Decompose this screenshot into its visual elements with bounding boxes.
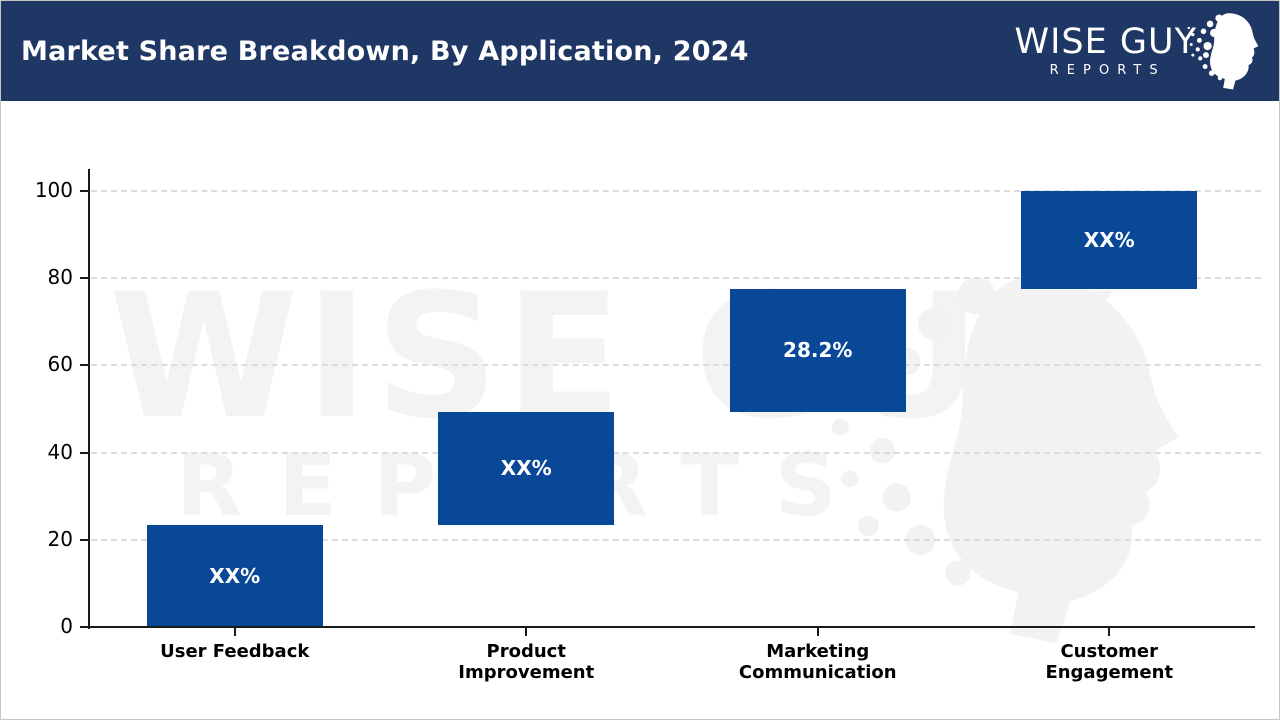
x-tick — [1108, 628, 1111, 636]
x-category-label: Marketing Communication — [668, 641, 968, 683]
y-axis-line — [88, 169, 90, 629]
gridline — [91, 364, 1261, 367]
gridline — [91, 451, 1261, 454]
x-category-label-line: Communication — [738, 662, 897, 684]
brand-logo-text: WISE GUY REPORTS — [1014, 21, 1197, 78]
bar-value-label: XX% — [1083, 227, 1135, 252]
brand-subtitle: REPORTS — [1049, 62, 1166, 78]
x-category-label-line: Marketing — [766, 641, 870, 662]
y-tick-label: 60 — [47, 352, 73, 377]
bar-value-label: XX% — [209, 563, 261, 588]
y-tick — [80, 364, 88, 367]
x-category-label-line: User Feedback — [160, 641, 310, 662]
y-tick — [80, 190, 88, 192]
x-category-label: User Feedback — [85, 641, 385, 662]
header: Market Share Breakdown, By Application, … — [1, 1, 1279, 101]
brand-name: WISE GUY — [1014, 21, 1197, 62]
bar-marketing-communication: 28.2% — [729, 288, 906, 412]
gridline — [91, 538, 1261, 541]
y-tick — [80, 451, 88, 454]
y-tick — [80, 626, 88, 628]
grid-layer: 0 20 40 60 80 100 — [1, 101, 1279, 719]
y-tick-label: 0 — [60, 614, 73, 638]
x-category-label-line: Customer — [1060, 641, 1159, 662]
y-tick — [80, 538, 88, 541]
brand-logo: WISE GUY REPORTS — [1014, 9, 1265, 93]
x-tick — [816, 628, 819, 636]
x-tick — [233, 628, 236, 636]
y-tick-label: 100 — [34, 178, 73, 202]
x-category-label-line: Engagement — [1045, 662, 1174, 684]
gridline — [91, 190, 1261, 192]
x-category-label-line: Product — [486, 641, 566, 662]
bar-value-label: 28.2% — [783, 338, 853, 363]
x-category-label: Product Improvement — [376, 641, 676, 683]
x-category-label: Customer Engagement — [959, 641, 1259, 683]
chart-area: WISE GUY REPORTS — [1, 101, 1279, 719]
gridline — [91, 277, 1261, 280]
bar-value-label: XX% — [500, 456, 552, 481]
bars-layer: XX% XX% 28.2% XX% — [1, 101, 1279, 719]
x-axis-line — [88, 626, 1255, 628]
bar-product-improvement: XX% — [438, 411, 615, 525]
bar-customer-engagement: XX% — [1021, 191, 1198, 289]
x-tick — [525, 628, 528, 636]
y-tick-label: 80 — [47, 265, 73, 290]
bar-user-feedback: XX% — [146, 524, 323, 627]
page-title: Market Share Breakdown, By Application, … — [21, 35, 749, 67]
x-category-label-line: Improvement — [458, 662, 595, 684]
y-tick — [80, 277, 88, 280]
y-tick-label: 20 — [47, 526, 73, 551]
x-axis-layer: User Feedback Product Improvement Marketing… — [1, 101, 1279, 719]
y-tick-label: 40 — [47, 439, 73, 464]
brand-head-icon — [1187, 13, 1259, 90]
